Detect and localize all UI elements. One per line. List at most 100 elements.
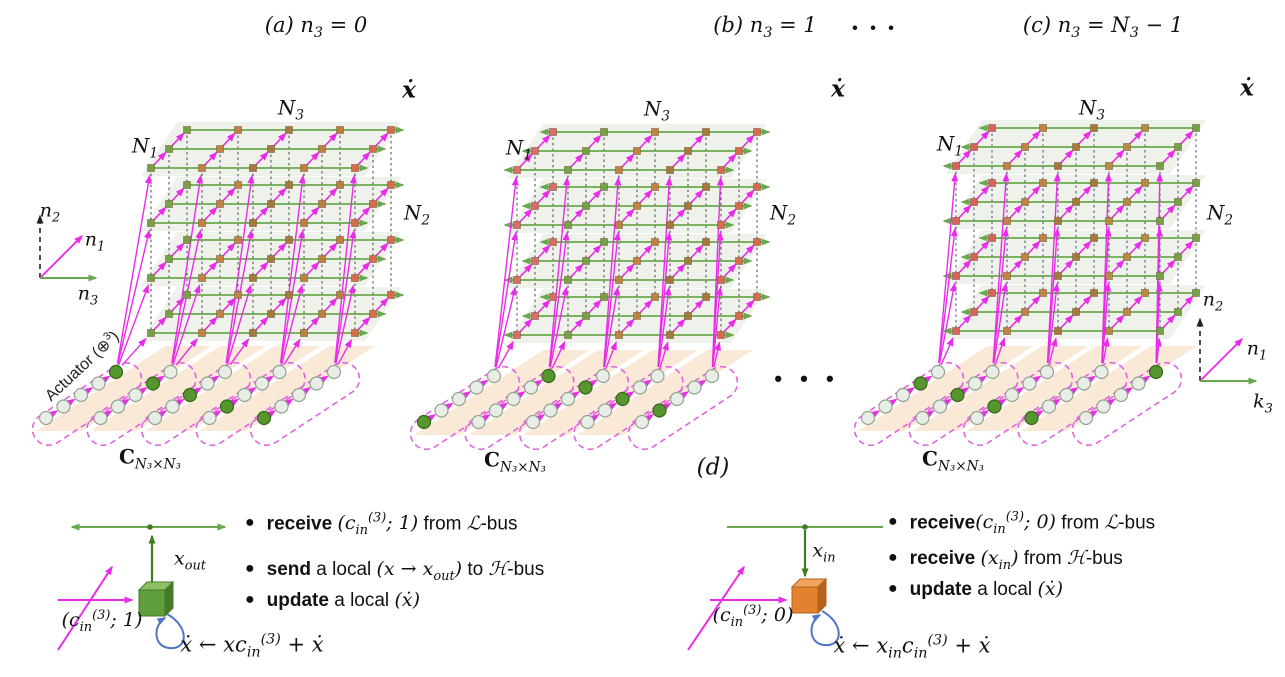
- grid-node: [1090, 234, 1098, 242]
- state-node: [704, 368, 720, 384]
- state-node: [1039, 364, 1055, 380]
- state-node: [1131, 376, 1146, 391]
- n1-arrow: [976, 130, 990, 145]
- actuator-fan-arrow: [118, 284, 149, 364]
- state-node: [217, 364, 233, 380]
- n1-arrow: [621, 208, 635, 223]
- panel-b-n2-label: N2: [769, 200, 797, 229]
- n1-arrow: [588, 299, 602, 314]
- n1-arrow: [621, 153, 635, 168]
- grid-node: [952, 162, 960, 170]
- grid-node: [183, 236, 191, 244]
- chain-arrow: [155, 375, 166, 384]
- n1-arrow: [958, 259, 972, 274]
- chain-arrow: [157, 410, 168, 418]
- axis-right-n1-label: n1: [1246, 337, 1268, 364]
- grid-node: [198, 164, 206, 172]
- chain-arrow: [588, 379, 598, 388]
- n1-arrow: [255, 206, 269, 221]
- state-node: [932, 399, 948, 414]
- grid-node: [564, 166, 572, 174]
- grid-node: [753, 293, 761, 301]
- axis-left-n3-label: n3: [77, 282, 99, 309]
- n1-arrow: [588, 244, 602, 259]
- n1-arrow: [741, 244, 755, 259]
- grid-node: [1039, 124, 1047, 132]
- grid-node: [147, 164, 155, 172]
- self-loop-arrow: [155, 613, 185, 650]
- grid-node: [300, 329, 308, 337]
- n1-arrow: [171, 297, 185, 312]
- self-loop-arrow: [810, 610, 840, 647]
- state-node: [165, 399, 180, 414]
- chain-arrow: [103, 410, 113, 418]
- chain-arrow: [1014, 387, 1025, 395]
- chain-arrow: [553, 402, 563, 411]
- state-node: [580, 414, 595, 430]
- grid-node: [549, 293, 557, 301]
- grid-node: [717, 331, 725, 339]
- grid-node: [531, 257, 539, 265]
- chain-arrow: [997, 398, 1007, 407]
- grid-node: [249, 329, 257, 337]
- grid-node: [1003, 327, 1011, 335]
- n1-arrow: [357, 206, 371, 221]
- actuator-fan-arrow: [940, 336, 954, 365]
- grid-node: [615, 276, 623, 284]
- state-node: [147, 410, 163, 426]
- panel-c-n3-label: N3: [1078, 95, 1106, 124]
- n1-arrow: [222, 242, 236, 257]
- state-node: [309, 376, 324, 391]
- state-node: [73, 387, 89, 403]
- chain-arrow: [1034, 410, 1044, 418]
- chain-arrow: [1123, 387, 1134, 395]
- grid-node: [615, 331, 623, 339]
- n1-arrow: [672, 318, 686, 333]
- n1-arrow: [690, 244, 704, 259]
- grid-node: [717, 276, 725, 284]
- actuator-fan-arrow: [992, 227, 1010, 364]
- grid-node: [666, 166, 674, 174]
- chain-arrow: [101, 375, 111, 384]
- chain-arrow: [138, 387, 148, 395]
- grid-node: [1072, 198, 1080, 206]
- grid-node: [351, 164, 359, 172]
- n1-arrow: [324, 132, 338, 147]
- actuator-fan-arrow: [225, 174, 255, 364]
- panel-c-matrix-label: CN₃×N₃: [922, 446, 984, 475]
- n1-arrow: [1162, 149, 1176, 164]
- chain-arrow: [247, 387, 257, 395]
- grid-node: [285, 291, 293, 299]
- axis-left-n1-label: n1: [84, 228, 106, 255]
- n1-arrow: [1111, 149, 1125, 164]
- n1-arrow: [1129, 240, 1143, 255]
- state-node: [1078, 410, 1094, 426]
- n1-arrow: [273, 242, 287, 257]
- actuator-fan-arrow: [281, 284, 304, 364]
- chain-arrow: [1051, 398, 1062, 407]
- n1-arrow: [588, 134, 602, 149]
- n1-arrow: [519, 318, 533, 333]
- grid-node: [1192, 179, 1200, 187]
- grid-node: [387, 291, 395, 299]
- axis-right-k3-label: k3: [1253, 390, 1273, 417]
- chain-arrow: [1141, 375, 1151, 384]
- state-node: [560, 391, 576, 407]
- grid-node: [1003, 272, 1011, 280]
- n1-arrow: [1129, 295, 1143, 310]
- grid-node: [1192, 124, 1200, 132]
- grid-node: [267, 310, 275, 318]
- grid-node: [633, 312, 641, 320]
- chain-arrow: [229, 398, 240, 407]
- grid-node: [351, 219, 359, 227]
- n1-arrow: [976, 185, 990, 200]
- chain-arrow: [607, 402, 618, 411]
- grid-node: [564, 221, 572, 229]
- state-node: [163, 364, 178, 380]
- n1-arrow: [324, 242, 338, 257]
- state-node-active: [578, 380, 593, 395]
- chain-arrow: [977, 375, 988, 384]
- state-node: [525, 414, 541, 430]
- grid-node: [1123, 308, 1131, 316]
- actuator-fan-arrow: [1102, 337, 1110, 364]
